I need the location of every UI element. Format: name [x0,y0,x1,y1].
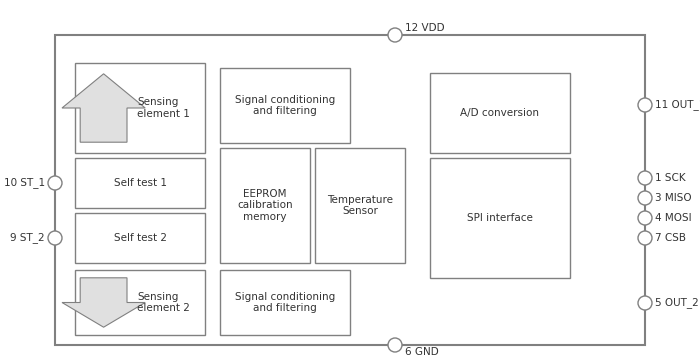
Text: 1 SCK: 1 SCK [655,173,685,183]
Text: 7 CSB: 7 CSB [655,233,686,243]
Circle shape [388,28,402,42]
Bar [220,270,350,335]
Text: A/D conversion: A/D conversion [461,108,540,118]
Circle shape [638,231,652,245]
Text: 10 ST_1: 10 ST_1 [4,178,45,188]
Bar [220,148,310,263]
Bar [55,35,645,345]
Circle shape [638,171,652,185]
Polygon shape [62,74,145,142]
Bar [315,148,405,263]
Circle shape [638,211,652,225]
Text: Temperature
Sensor: Temperature Sensor [327,195,393,216]
Text: Self test 1: Self test 1 [113,178,167,188]
Text: 11 OUT_1: 11 OUT_1 [655,99,700,110]
Polygon shape [62,278,145,327]
Text: EEPROM
calibration
memory: EEPROM calibration memory [237,189,293,222]
Circle shape [48,231,62,245]
Text: Self test 2: Self test 2 [113,233,167,243]
Circle shape [48,176,62,190]
Bar [75,63,205,153]
Bar [430,158,570,278]
Text: SPI interface: SPI interface [467,213,533,223]
Text: 5 OUT_2: 5 OUT_2 [655,298,699,309]
Text: 4 MOSI: 4 MOSI [655,213,692,223]
Circle shape [638,98,652,112]
Text: Signal conditioning
and filtering: Signal conditioning and filtering [235,292,335,313]
Text: 9 ST_2: 9 ST_2 [10,233,45,244]
Text: 12 VDD: 12 VDD [405,23,444,33]
Text: 6 GND: 6 GND [405,347,439,357]
Text: Sensing
element 1: Sensing element 1 [137,97,190,119]
Circle shape [638,296,652,310]
Text: Signal conditioning
and filtering: Signal conditioning and filtering [235,95,335,116]
Bar [220,68,350,143]
Bar [75,158,205,208]
Circle shape [388,338,402,352]
Bar [75,270,205,335]
Text: 3 MISO: 3 MISO [655,193,692,203]
Bar [75,213,205,263]
Text: Sensing
element 2: Sensing element 2 [137,292,190,313]
Bar [430,73,570,153]
Circle shape [638,191,652,205]
